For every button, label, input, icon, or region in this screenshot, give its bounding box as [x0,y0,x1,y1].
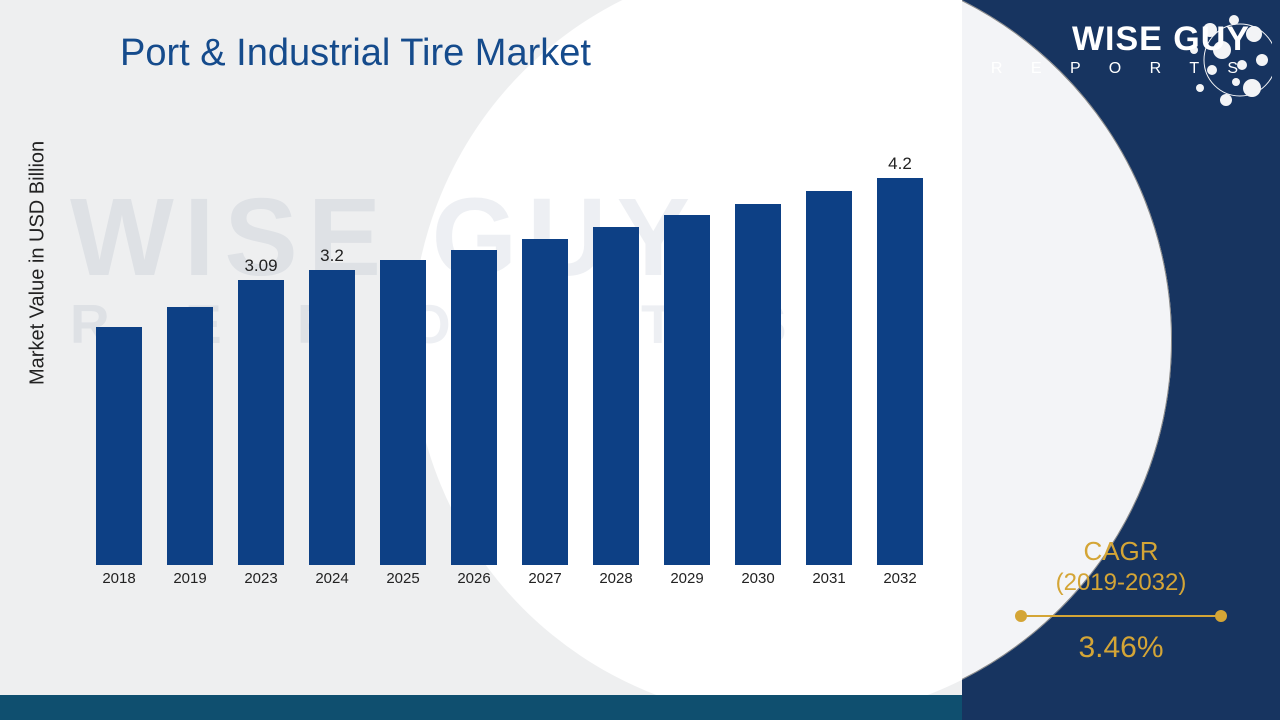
x-tick-label: 2027 [512,570,578,587]
brand-logo-main: WISE GUY [990,22,1250,56]
bar [167,307,213,565]
x-tick-label: 2032 [867,570,933,587]
y-axis-label: Market Value in USD Billion [27,141,50,385]
x-tick-label: 2029 [654,570,720,587]
bar [664,215,710,565]
cagr-label: CAGR [962,536,1280,567]
right-panel: WISE GUY R E P O R T S CAGR (2019-2032) … [962,0,1280,720]
bar [451,250,497,565]
brand-logo-sub: R E P O R T S [990,60,1250,78]
bar-chart: Market Value in USD Billion 3.093.24.2 2… [38,150,958,620]
cagr-block: CAGR (2019-2032) 3.46% [962,536,1280,665]
x-tick-label: 2026 [441,570,507,587]
cagr-value: 3.46% [962,631,1280,665]
page: WISE GUY R E P O R T S Port & Industrial… [0,0,1280,720]
x-tick-label: 2030 [725,570,791,587]
bar-value-label: 4.2 [877,154,923,174]
bottom-strip [0,695,962,720]
x-axis-labels: 2018201920232024202520262027202820292030… [90,570,950,600]
cagr-divider [1021,615,1221,617]
plot-area: 3.09 3.2 4.2 [90,150,950,565]
bar: 3.09 [238,280,284,565]
brand-logo: WISE GUY R E P O R T S [990,22,1250,78]
bar: 3.2 [309,270,355,565]
bar [96,327,142,565]
x-tick-label: 2028 [583,570,649,587]
main-area: WISE GUY R E P O R T S Port & Industrial… [0,0,962,695]
bar-value-label: 3.09 [238,256,284,276]
bar-value-label: 3.2 [309,246,355,266]
x-tick-label: 2019 [157,570,223,587]
chart-title: Port & Industrial Tire Market [120,32,591,75]
x-tick-label: 2018 [86,570,152,587]
cagr-period: (2019-2032) [962,569,1280,597]
x-tick-label: 2024 [299,570,365,587]
bar [735,204,781,566]
x-tick-label: 2025 [370,570,436,587]
bar [593,227,639,565]
bar [380,260,426,565]
bar: 4.2 [877,178,923,565]
x-tick-label: 2031 [796,570,862,587]
bar [522,239,568,565]
x-tick-label: 2023 [228,570,294,587]
bar [806,191,852,565]
